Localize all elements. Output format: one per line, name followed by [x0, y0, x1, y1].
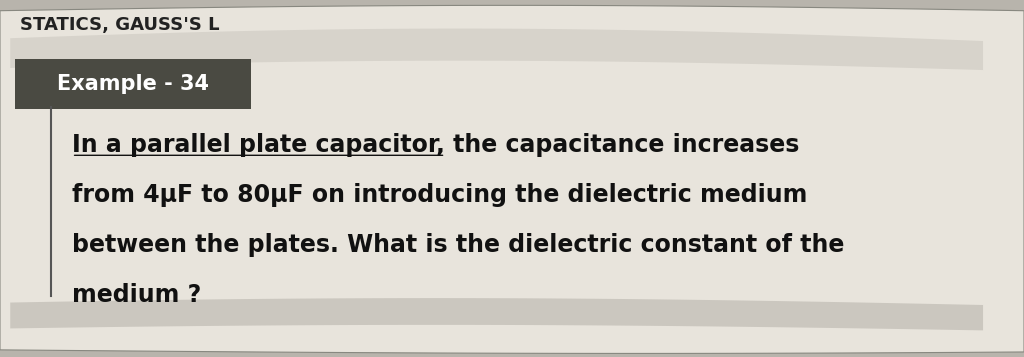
Text: Example - 34: Example - 34 — [57, 74, 209, 94]
Polygon shape — [0, 5, 1024, 353]
Text: between the plates. What is the dielectric constant of the: between the plates. What is the dielectr… — [72, 232, 844, 257]
Text: from 4μF to 80μF on introducing the dielectric medium: from 4μF to 80μF on introducing the diel… — [72, 182, 807, 207]
Polygon shape — [10, 29, 983, 70]
FancyBboxPatch shape — [15, 59, 251, 109]
Text: STATICS, GAUSS'S L: STATICS, GAUSS'S L — [20, 16, 220, 34]
Text: medium ?: medium ? — [72, 282, 201, 307]
Polygon shape — [10, 298, 983, 330]
Text: In a parallel plate capacitor, the capacitance increases: In a parallel plate capacitor, the capac… — [72, 132, 799, 157]
